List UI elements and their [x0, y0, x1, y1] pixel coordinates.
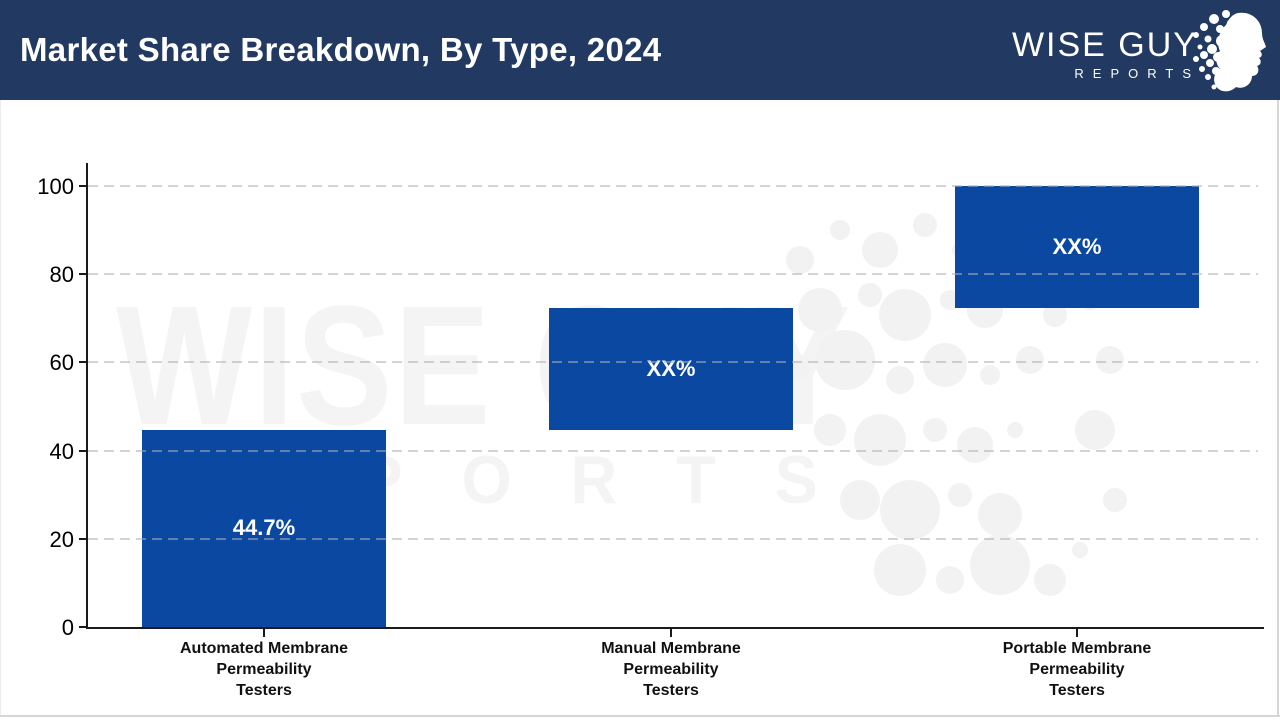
- x-tick: [1076, 629, 1078, 637]
- logo-face-icon: [1193, 10, 1266, 92]
- y-tick-80: [79, 273, 87, 276]
- bottom-border: [0, 715, 1280, 717]
- gridline-100: [88, 185, 1258, 187]
- y-tick-60: [79, 361, 87, 364]
- y-axis-spine: [86, 163, 88, 629]
- y-tick-label: 20: [49, 526, 74, 552]
- left-border: [0, 100, 1, 715]
- logo-reports-wordmark: REPORTS: [1074, 66, 1200, 81]
- y-tick-20: [79, 537, 87, 540]
- bar-segment: XX%: [549, 308, 793, 430]
- y-tick-label: 80: [49, 262, 74, 288]
- gridline-40: [88, 449, 1258, 452]
- gridline-60: [88, 361, 1258, 364]
- y-tick-0: [79, 626, 87, 628]
- right-border: [1277, 100, 1279, 717]
- bar-value-label: XX%: [1052, 234, 1102, 260]
- x-tick: [670, 629, 672, 637]
- page-title: Market Share Breakdown, By Type, 2024: [20, 31, 662, 68]
- bar-value-label: 44.7%: [232, 515, 296, 541]
- x-category-label: Automated Membrane Permeability Testers: [179, 640, 349, 699]
- x-axis-spine: [86, 627, 1264, 629]
- y-tick-label: 40: [49, 438, 74, 464]
- logo-wordmark: WISE GUY: [1011, 26, 1198, 64]
- y-tick-label: 0: [61, 615, 74, 640]
- y-tick-label: 60: [49, 350, 74, 376]
- plot-area: WISE GUY REPORTS: [0, 100, 1280, 720]
- y-tick-100: [79, 185, 87, 187]
- bar-segment: 44.7%: [142, 429, 386, 627]
- y-tick-40: [79, 449, 87, 452]
- header-band: Market Share Breakdown, By Type, 2024 WI…: [0, 0, 1280, 100]
- watermark-face-dots: [786, 213, 1127, 596]
- gridline-20: [88, 537, 1258, 540]
- bar-segment: XX%: [955, 186, 1199, 309]
- x-category-label: Portable Membrane Permeability Testers: [1002, 640, 1152, 699]
- gridline-80: [88, 273, 1258, 276]
- x-category-label: Manual Membrane Permeability Testers: [601, 640, 741, 699]
- x-tick: [263, 629, 265, 637]
- y-tick-label: 100: [37, 174, 74, 199]
- bar-value-label: XX%: [646, 356, 696, 381]
- brand-logo: WISE GUY REPORTS: [1012, 6, 1270, 94]
